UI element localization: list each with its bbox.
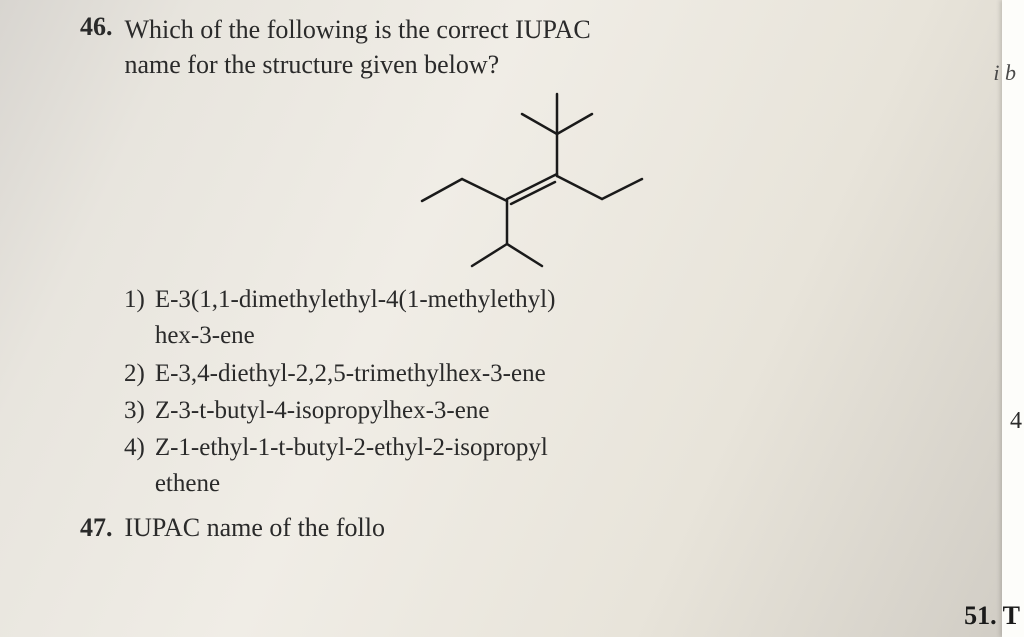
option-2: 2) E-3,4-diethyl-2,2,5-trimethylhex-3-en…	[124, 356, 994, 392]
margin-num-right: 4	[1010, 408, 1022, 435]
question-46: 46. Which of the following is the correc…	[80, 12, 994, 82]
options-list: 1) E-3(1,1-dimethylethyl-4(1-methylethyl…	[124, 282, 994, 503]
question-text: Which of the following is the correct IU…	[125, 12, 591, 82]
option-4: 4) Z-1-ethyl-1-t-butyl-2-ethyl-2-isoprop…	[124, 430, 994, 503]
option-number: 3)	[124, 393, 145, 429]
margin-text-right: i b	[993, 60, 1016, 86]
question-line-1: Which of the following is the correct IU…	[125, 15, 591, 44]
page-content: 46. Which of the following is the correc…	[80, 0, 994, 543]
option-3: 3) Z-3-t-butyl-4-isopropylhex-3-ene	[124, 393, 994, 429]
option-text: Z-3-t-butyl-4-isopropylhex-3-ene	[155, 393, 490, 429]
question-47-text: IUPAC name of the follo	[125, 513, 385, 543]
chemical-structure-container	[80, 84, 994, 274]
option-text: E-3,4-diethyl-2,2,5-trimethylhex-3-ene	[155, 356, 546, 392]
option-text: E-3(1,1-dimethylethyl-4(1-methylethyl) h…	[155, 282, 556, 355]
question-line-2: name for the structure given below?	[125, 50, 500, 79]
option-1-line2: hex-3-ene	[155, 322, 255, 349]
option-number: 1)	[124, 282, 145, 355]
question-47-number: 47.	[80, 513, 113, 543]
option-1: 1) E-3(1,1-dimethylethyl-4(1-methylethyl…	[124, 282, 994, 355]
option-text: Z-1-ethyl-1-t-butyl-2-ethyl-2-isopropyl …	[155, 430, 548, 503]
question-number: 46.	[80, 12, 113, 42]
page-right-edge	[1002, 0, 1024, 637]
option-4-line2: ethene	[155, 470, 220, 497]
option-1-line1: E-3(1,1-dimethylethyl-4(1-methylethyl)	[155, 286, 556, 313]
chemical-structure-svg	[407, 84, 667, 274]
question-47-partial: 47. IUPAC name of the follo	[80, 513, 994, 543]
option-number: 4)	[124, 430, 145, 503]
option-number: 2)	[124, 356, 145, 392]
option-4-line1: Z-1-ethyl-1-t-butyl-2-ethyl-2-isopropyl	[155, 434, 548, 461]
margin-bottom-right: 51. T	[964, 601, 1020, 631]
